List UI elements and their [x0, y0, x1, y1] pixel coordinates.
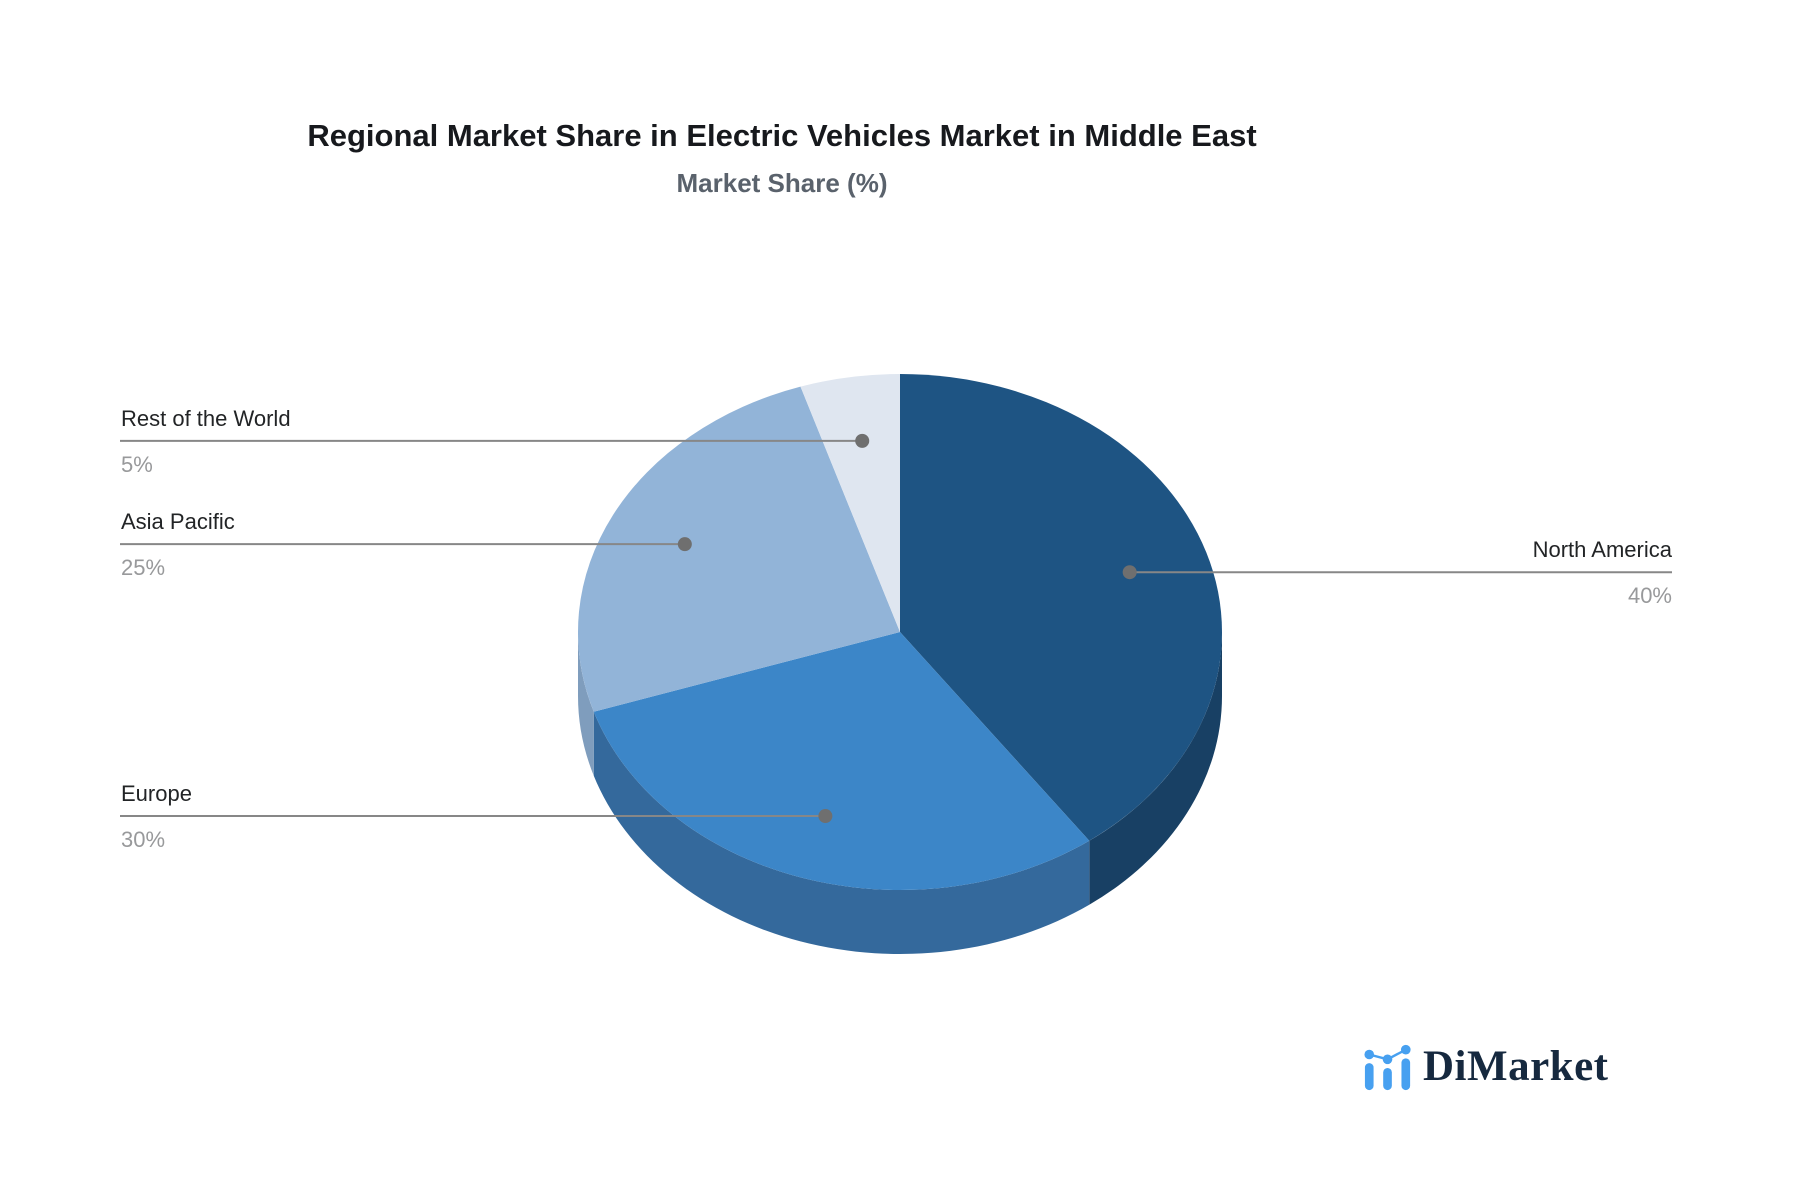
- bar-chart-trend-icon: [1364, 1044, 1411, 1091]
- slice-value-north-america: 40%: [1627, 583, 1672, 609]
- leader-dot-north-america: [1122, 565, 1137, 580]
- slice-label-asia-pacific: Asia Pacific: [121, 509, 235, 535]
- slice-label-rest-of-the-world: Rest of the World: [121, 405, 291, 431]
- pie-slice-asia-pacific[interactable]: [578, 386, 900, 712]
- slice-value-rest-of-the-world: 5%: [121, 451, 153, 477]
- chart-title: Regional Market Share in Electric Vehicl…: [307, 118, 1257, 153]
- slice-label-europe: Europe: [121, 781, 192, 807]
- leader-dot-rest-of-the-world: [855, 433, 870, 448]
- leader-dot-europe: [818, 809, 833, 824]
- slice-value-europe: 30%: [121, 827, 166, 853]
- brand-logo-text: DiMarket: [1423, 1043, 1609, 1090]
- pie-slice-europe[interactable]: [593, 632, 1090, 890]
- pie-slice-side-asia-pacific: [578, 632, 594, 776]
- leader-dot-asia-pacific: [677, 537, 692, 552]
- chart-subtitle: Market Share (%): [676, 168, 888, 198]
- brand-logo: DiMarket: [1363, 1038, 1609, 1092]
- pie-slice-side-north-america: [1089, 632, 1222, 905]
- slice-label-north-america: North America: [1532, 537, 1672, 563]
- slice-value-asia-pacific: 25%: [121, 555, 166, 581]
- pie-slice-side-europe: [593, 711, 1090, 954]
- pie-slice-rest-of-the-world[interactable]: [800, 374, 900, 632]
- pie-slice-north-america[interactable]: [900, 374, 1222, 841]
